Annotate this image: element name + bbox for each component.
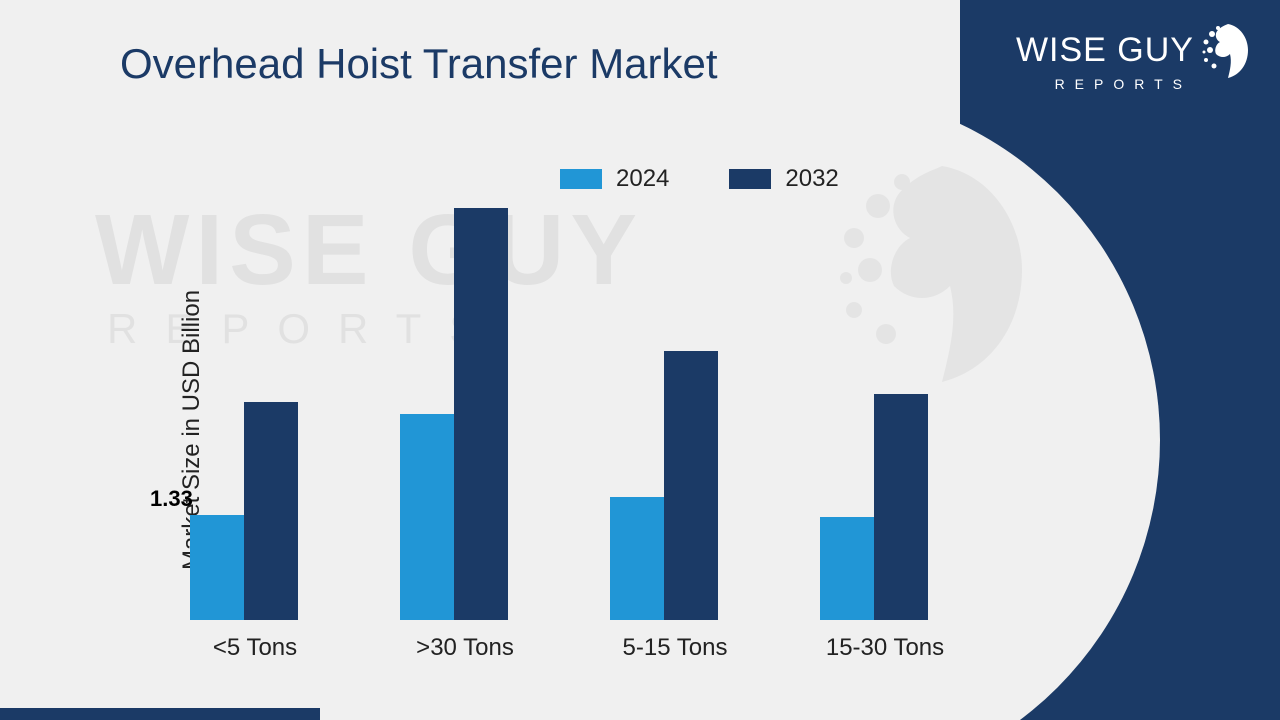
page: WISE GUY REPORTS Overhead Hoist Transfer… xyxy=(0,0,1280,720)
chart-title: Overhead Hoist Transfer Market xyxy=(120,40,718,88)
bar xyxy=(454,208,508,620)
x-tick-label: 15-30 Tons xyxy=(826,634,944,662)
bar xyxy=(820,517,874,620)
legend-item-2024: 2024 xyxy=(560,165,669,193)
legend-label-2032: 2032 xyxy=(785,165,838,193)
bar xyxy=(874,394,928,620)
plot-area: <5 Tons>30 Tons5-15 Tons15-30 Tons1.33 xyxy=(150,200,970,620)
x-tick-label: >30 Tons xyxy=(416,634,514,662)
x-tick-label: <5 Tons xyxy=(213,634,297,662)
bar xyxy=(190,515,244,620)
bar xyxy=(610,497,664,620)
bottom-accent-bar xyxy=(0,708,320,720)
brand-name: WISE GUY xyxy=(1016,31,1194,70)
bar xyxy=(244,402,298,620)
legend: 2024 2032 xyxy=(560,165,839,193)
legend-item-2032: 2032 xyxy=(729,165,838,193)
bar xyxy=(400,414,454,620)
legend-swatch-2032 xyxy=(729,169,771,189)
brand-head-icon xyxy=(1200,20,1250,80)
legend-swatch-2024 xyxy=(560,169,602,189)
chart: Market Size in USD Billion <5 Tons>30 To… xyxy=(110,200,970,660)
brand-logo-main: WISE GUY xyxy=(1016,20,1250,80)
value-label: 1.33 xyxy=(150,486,193,512)
x-tick-label: 5-15 Tons xyxy=(623,634,728,662)
bar xyxy=(664,351,718,620)
legend-label-2024: 2024 xyxy=(616,165,669,193)
brand-logo: WISE GUY REPORTS xyxy=(1016,20,1250,92)
